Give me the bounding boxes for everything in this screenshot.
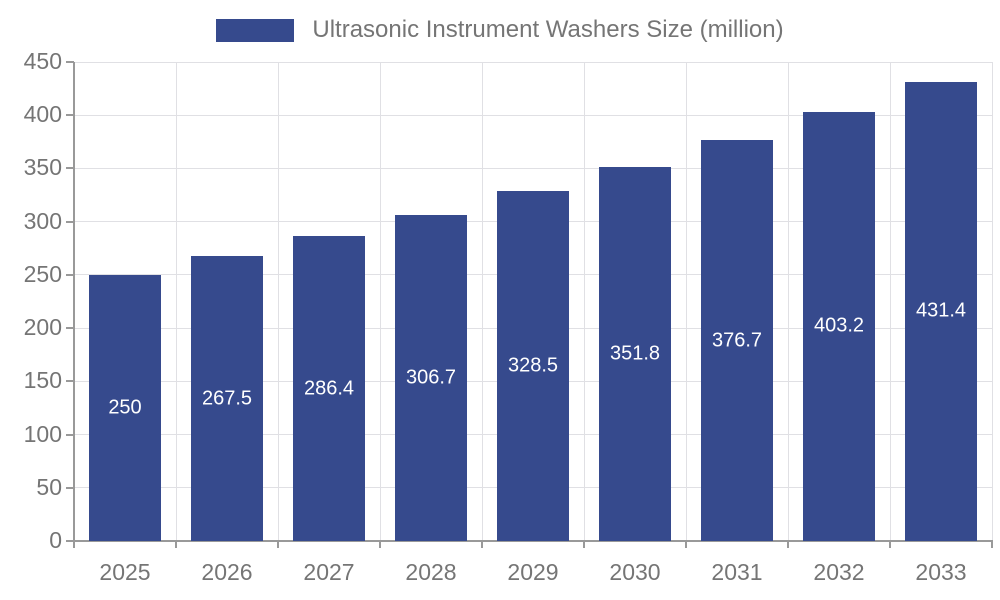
x-axis-tick: [73, 541, 75, 548]
y-axis-tick: [66, 433, 74, 436]
x-axis-label: 2030: [609, 559, 661, 585]
y-axis-tick: [66, 167, 74, 170]
gridline-vertical: [175, 62, 177, 541]
bar-value-label: 250: [108, 396, 142, 419]
gridline-vertical: [277, 62, 279, 541]
legend-swatch-icon: [216, 18, 295, 42]
x-axis-tick: [583, 541, 585, 548]
bar-value-label: 267.5: [201, 387, 253, 410]
y-axis-label: 250: [23, 260, 62, 287]
y-axis-label: 50: [36, 473, 62, 500]
y-axis-tick: [66, 327, 74, 330]
y-axis-label: 0: [49, 526, 62, 553]
y-axis-label: 400: [23, 101, 62, 128]
y-axis-label: 350: [23, 154, 62, 181]
bar-value-label: 403.2: [813, 314, 865, 337]
y-axis-label: 300: [23, 207, 62, 234]
bar-value-label: 376.7: [711, 329, 763, 351]
x-axis-tick: [175, 541, 177, 548]
legend-label: Ultrasonic Instrument Washers Size (mill…: [312, 16, 784, 43]
gridline-vertical: [481, 62, 483, 541]
gridline-vertical: [787, 62, 789, 541]
x-axis-tick: [991, 541, 993, 548]
y-axis-label: 100: [23, 420, 62, 447]
bar-2032[interactable]: [802, 111, 876, 541]
gridline-horizontal: [74, 114, 992, 116]
y-axis-label: 450: [23, 47, 62, 74]
bar-2030[interactable]: [598, 166, 672, 541]
bar-2026[interactable]: [190, 256, 264, 541]
gridline-vertical: [583, 62, 585, 541]
bar-2033[interactable]: [904, 81, 978, 541]
y-axis-label: 200: [23, 314, 62, 341]
bar-value-label: 306.7: [405, 366, 457, 389]
legend[interactable]: Ultrasonic Instrument Washers Size (mill…: [0, 12, 1000, 48]
x-axis-label: 2027: [303, 559, 355, 585]
x-axis-label: 2025: [99, 559, 151, 585]
gridline-horizontal: [74, 61, 992, 63]
bar-2025[interactable]: [88, 274, 162, 541]
gridline-vertical: [889, 62, 891, 541]
y-axis-line: [73, 62, 75, 542]
x-axis-tick: [787, 541, 789, 548]
x-axis-label: 2029: [507, 559, 559, 585]
y-axis-tick: [66, 220, 74, 223]
gridline-vertical: [991, 62, 993, 541]
y-axis-tick: [66, 273, 74, 276]
gridline-horizontal: [74, 167, 992, 169]
x-axis-label: 2026: [201, 559, 253, 585]
x-axis-tick: [685, 541, 687, 548]
x-axis-label: 2031: [711, 559, 763, 585]
bar-2028[interactable]: [394, 214, 468, 541]
x-axis-tick: [379, 541, 381, 548]
x-axis-label: 2033: [915, 559, 967, 585]
bar-value-label: 431.4: [915, 299, 967, 322]
gridline-vertical: [379, 62, 381, 541]
bar-value-label: 351.8: [609, 342, 661, 365]
y-axis-tick: [66, 114, 74, 117]
y-axis-tick: [66, 540, 74, 542]
x-axis-label: 2032: [813, 559, 865, 585]
x-axis-line: [73, 540, 993, 542]
x-axis-tick: [277, 541, 279, 548]
bar-2027[interactable]: [292, 236, 366, 541]
y-axis-label: 150: [23, 367, 62, 394]
y-axis-tick: [66, 380, 74, 383]
bar-2031[interactable]: [700, 140, 774, 541]
y-axis-tick: [66, 61, 74, 63]
bar-value-label: 286.4: [303, 377, 355, 400]
x-axis-label: 2028: [405, 559, 457, 585]
bar-value-label: 328.5: [507, 354, 559, 377]
gridline-vertical: [685, 62, 687, 541]
bar-2029[interactable]: [496, 191, 570, 541]
x-axis-tick: [889, 541, 891, 548]
x-axis-tick: [481, 541, 483, 548]
y-axis-tick: [66, 486, 74, 489]
